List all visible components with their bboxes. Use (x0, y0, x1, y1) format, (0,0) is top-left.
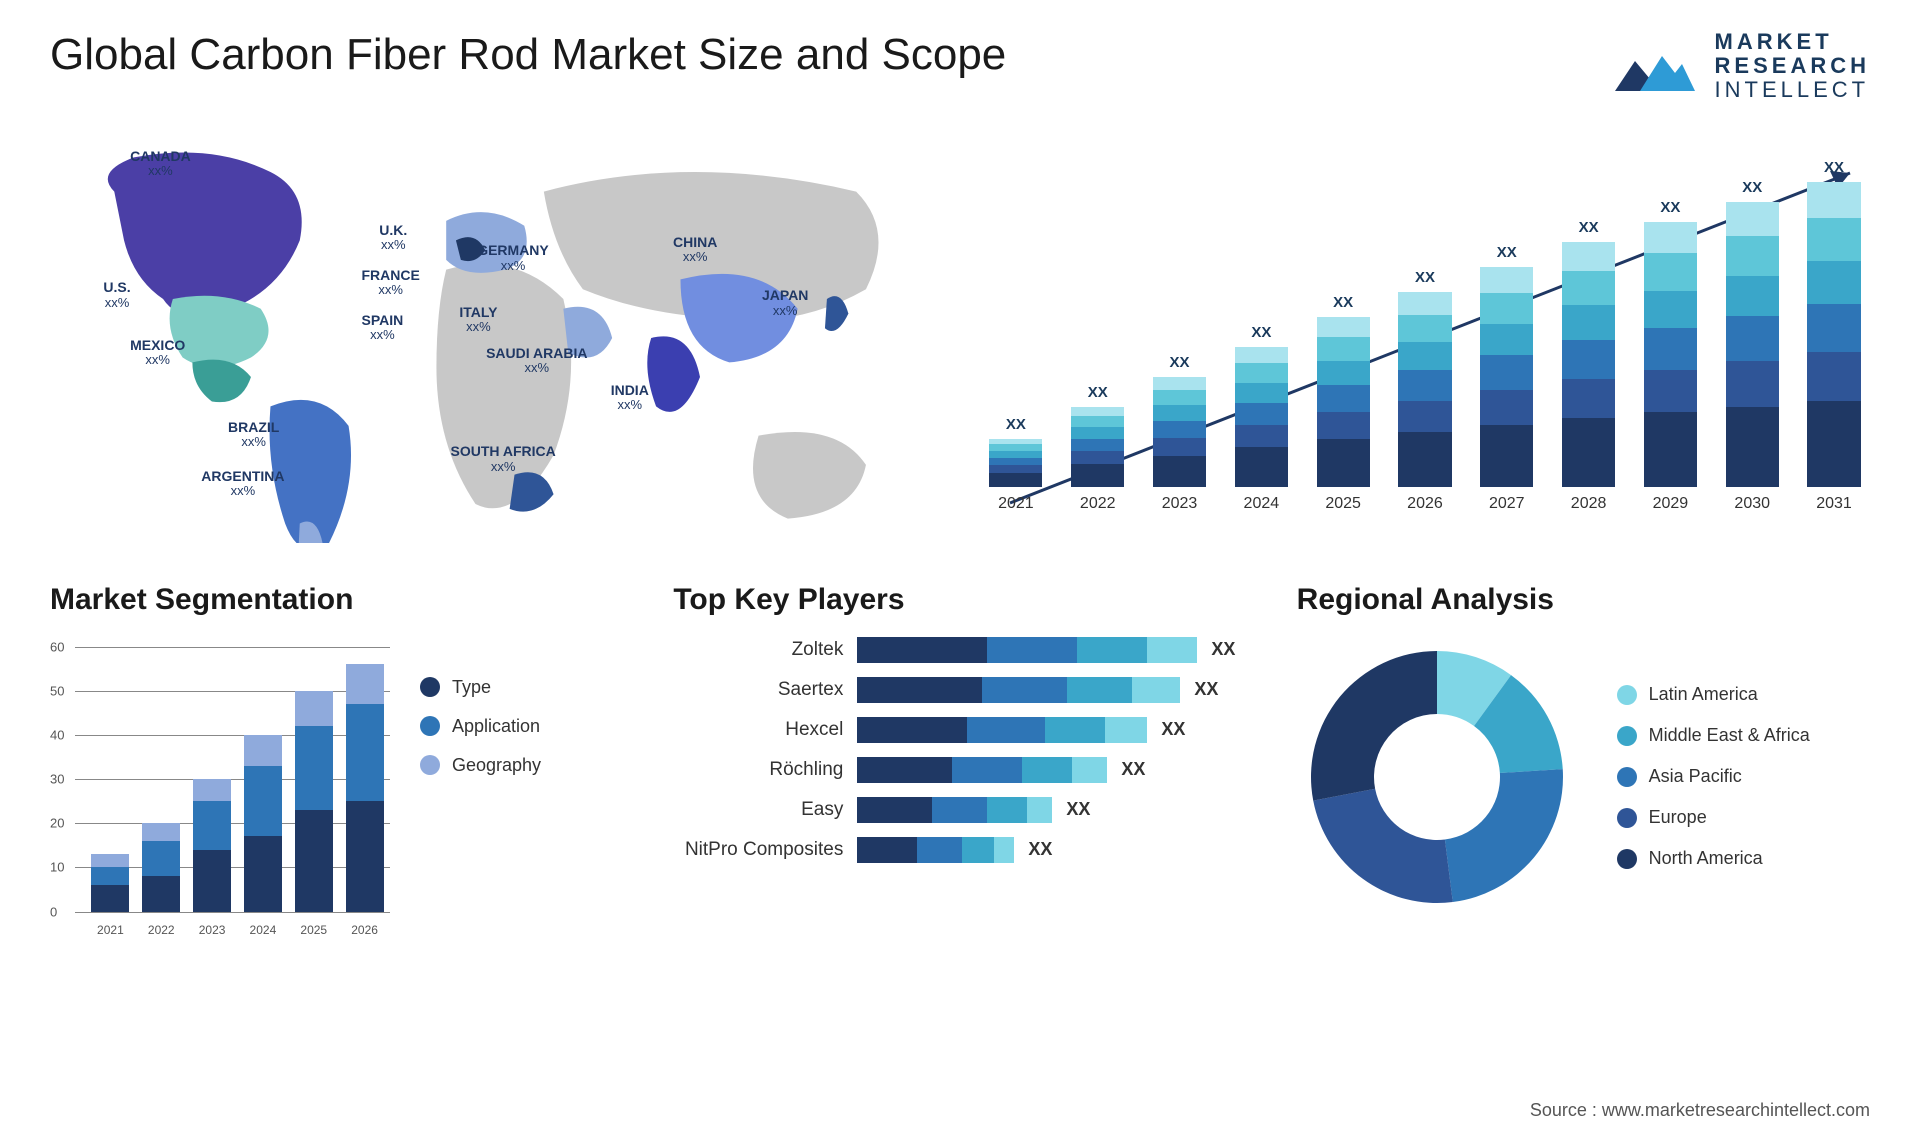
growth-bar: XX2025 (1307, 294, 1379, 513)
growth-bar: XX2028 (1553, 219, 1625, 513)
segmentation-bar (346, 664, 384, 911)
segmentation-legend: Type Application Geography (420, 637, 541, 937)
growth-bar-chart: XX2021XX2022XX2023XX2024XX2025XX2026XX20… (980, 133, 1870, 543)
logo-icon (1610, 31, 1700, 101)
growth-bar: XX2027 (1471, 244, 1543, 513)
map-label: U.S.xx% (103, 280, 130, 310)
player-row: ZoltekXX (673, 637, 1246, 663)
growth-bar: XX2030 (1716, 179, 1788, 513)
map-label: MEXICOxx% (130, 338, 185, 368)
growth-bar: XX2029 (1635, 199, 1707, 513)
map-label: U.K.xx% (379, 223, 407, 253)
legend-item: North America (1617, 848, 1810, 869)
legend-item: Application (420, 716, 541, 737)
player-row: NitPro CompositesXX (673, 837, 1246, 863)
map-label: CANADAxx% (130, 149, 191, 179)
map-label: ITALYxx% (459, 305, 497, 335)
player-row: RöchlingXX (673, 757, 1246, 783)
growth-bar: XX2023 (1144, 354, 1216, 513)
map-label: INDIAxx% (611, 383, 649, 413)
regional-donut (1297, 637, 1577, 917)
segmentation-bar (295, 691, 333, 912)
growth-bar: XX2024 (1225, 324, 1297, 513)
map-label: SAUDI ARABIAxx% (486, 346, 587, 376)
segmentation-bar (142, 823, 180, 911)
segmentation-bar (91, 854, 129, 911)
growth-bar: XX2031 (1798, 159, 1870, 513)
brand-logo: MARKET RESEARCH INTELLECT (1610, 30, 1870, 103)
map-label: JAPANxx% (762, 288, 808, 318)
legend-item: Latin America (1617, 684, 1810, 705)
regional-title: Regional Analysis (1297, 583, 1870, 617)
legend-item: Geography (420, 755, 541, 776)
growth-bar: XX2022 (1062, 384, 1134, 513)
segmentation-title: Market Segmentation (50, 583, 623, 617)
legend-item: Europe (1617, 807, 1810, 828)
map-label: BRAZILxx% (228, 420, 279, 450)
map-label: ARGENTINAxx% (201, 469, 284, 499)
segmentation-section: Market Segmentation 01020304050602021202… (50, 583, 623, 937)
legend-item: Middle East & Africa (1617, 725, 1810, 746)
map-label: SOUTH AFRICAxx% (451, 444, 556, 474)
regional-section: Regional Analysis Latin America Middle Ea… (1297, 583, 1870, 937)
legend-item: Asia Pacific (1617, 766, 1810, 787)
segmentation-chart: 0102030405060202120222023202420252026 (50, 637, 390, 937)
logo-line1: MARKET (1715, 30, 1870, 54)
key-players-title: Top Key Players (673, 583, 1246, 617)
logo-line3: INTELLECT (1715, 78, 1870, 102)
player-row: SaertexXX (673, 677, 1246, 703)
key-players-chart: ZoltekXX SaertexXX HexcelXX RöchlingXX EasyX… (673, 637, 1246, 863)
map-label: CHINAxx% (673, 235, 717, 265)
player-row: EasyXX (673, 797, 1246, 823)
player-row: HexcelXX (673, 717, 1246, 743)
page-title: Global Carbon Fiber Rod Market Size and … (50, 30, 1006, 80)
map-label: SPAINxx% (362, 313, 404, 343)
growth-bar: XX2021 (980, 416, 1052, 513)
logo-line2: RESEARCH (1715, 54, 1870, 78)
regional-legend: Latin America Middle East & Africa Asia Pa… (1617, 684, 1810, 869)
donut-slice (1313, 788, 1453, 902)
legend-item: Type (420, 677, 541, 698)
donut-slice (1445, 769, 1563, 902)
world-map: CANADAxx% U.S.xx% MEXICOxx% BRAZILxx% ARGENT… (50, 133, 940, 543)
growth-bar: XX2026 (1389, 269, 1461, 513)
segmentation-bar (244, 735, 282, 912)
donut-slice (1311, 651, 1437, 801)
segmentation-bar (193, 779, 231, 911)
map-label: FRANCExx% (362, 268, 420, 298)
map-label: GERMANYxx% (477, 243, 549, 273)
source-attribution: Source : www.marketresearchintellect.com (1530, 1100, 1870, 1121)
key-players-section: Top Key Players ZoltekXX SaertexXX HexcelX… (673, 583, 1246, 937)
